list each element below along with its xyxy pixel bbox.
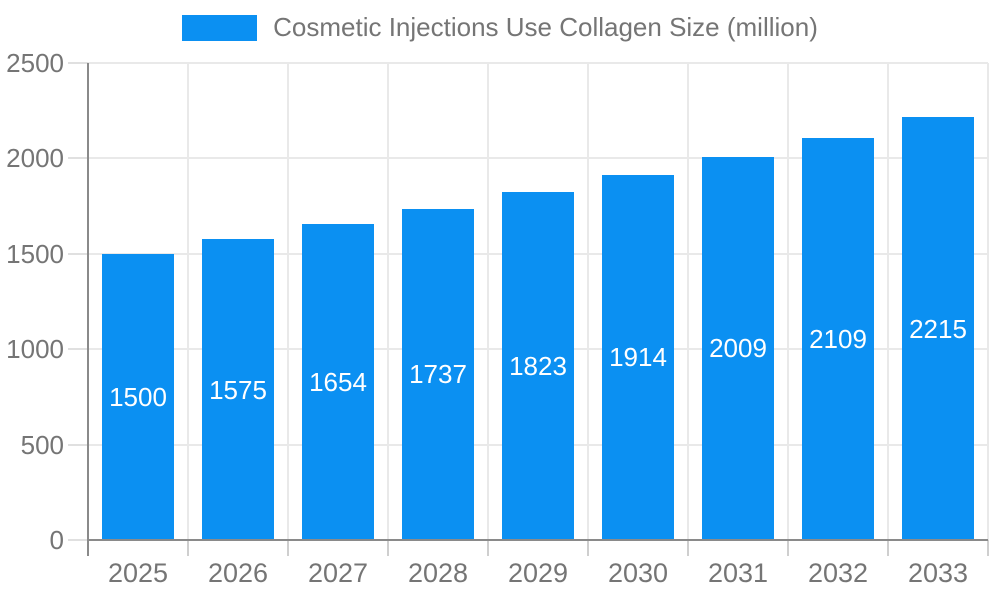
x-axis-tick-label: 2025 <box>107 558 169 588</box>
y-tick <box>68 443 88 446</box>
bar-value-label: 2215 <box>909 313 967 344</box>
x-gridline <box>887 63 889 540</box>
bar <box>902 117 974 540</box>
y-axis-tick-label: 1500 <box>6 238 64 269</box>
x-tick <box>387 540 389 556</box>
x-axis-tick-label: 2028 <box>407 558 469 588</box>
legend-label: Cosmetic Injections Use Collagen Size (m… <box>273 12 818 42</box>
x-gridline <box>287 63 289 540</box>
x-axis-tick-label: 2033 <box>907 558 969 588</box>
bar <box>302 224 374 540</box>
bar <box>802 137 874 540</box>
x-tick <box>687 540 689 556</box>
x-tick <box>587 540 589 556</box>
x-gridline <box>487 63 489 540</box>
legend-swatch <box>182 14 258 41</box>
bar <box>402 208 474 540</box>
x-tick <box>487 540 489 556</box>
y-axis-tick-label: 0 <box>49 525 64 555</box>
y-tick <box>68 539 88 541</box>
y-tick <box>68 62 88 64</box>
bar-value-label: 2109 <box>809 323 867 354</box>
x-tick <box>787 540 789 556</box>
bar-value-label: 1500 <box>109 381 167 412</box>
y-tick <box>68 348 88 351</box>
x-axis-tick-label: 2032 <box>807 558 869 588</box>
y-axis-tick-label: 2500 <box>6 48 64 78</box>
x-gridline <box>787 63 789 540</box>
bar-value-label: 1654 <box>309 367 367 398</box>
x-gridline <box>687 63 689 540</box>
bar-value-label: 1737 <box>409 359 467 390</box>
x-axis-tick-label: 2026 <box>207 558 269 588</box>
x-axis-line <box>88 539 988 541</box>
x-gridline <box>587 63 589 540</box>
bar <box>102 253 174 540</box>
x-axis-tick-label: 2029 <box>507 558 569 588</box>
bar-value-label: 1575 <box>209 374 267 405</box>
x-gridline <box>387 63 389 540</box>
y-tick <box>68 157 88 160</box>
bar <box>502 192 574 540</box>
bar <box>602 174 674 540</box>
bar-value-label: 1823 <box>509 351 567 382</box>
x-tick <box>887 540 889 556</box>
x-tick <box>287 540 289 556</box>
x-axis-tick-label: 2027 <box>307 558 369 588</box>
y-gridline <box>88 62 988 64</box>
x-tick <box>187 540 189 556</box>
bar-value-label: 2009 <box>709 333 767 364</box>
x-axis-tick-label: 2030 <box>607 558 669 588</box>
x-gridline <box>187 63 189 540</box>
y-axis-tick-label: 2000 <box>6 143 64 174</box>
legend: Cosmetic Injections Use Collagen Size (m… <box>0 12 1000 43</box>
y-axis-tick-label: 500 <box>20 429 64 460</box>
x-tick <box>987 540 989 556</box>
bar-value-label: 1914 <box>609 342 667 373</box>
y-gridline <box>88 157 988 160</box>
bar <box>202 239 274 540</box>
bar <box>702 156 774 540</box>
x-gridline <box>987 63 989 540</box>
y-axis-line <box>87 63 89 556</box>
x-axis-tick-label: 2031 <box>707 558 769 588</box>
y-axis-tick-label: 1000 <box>6 334 64 365</box>
y-tick <box>68 252 88 255</box>
